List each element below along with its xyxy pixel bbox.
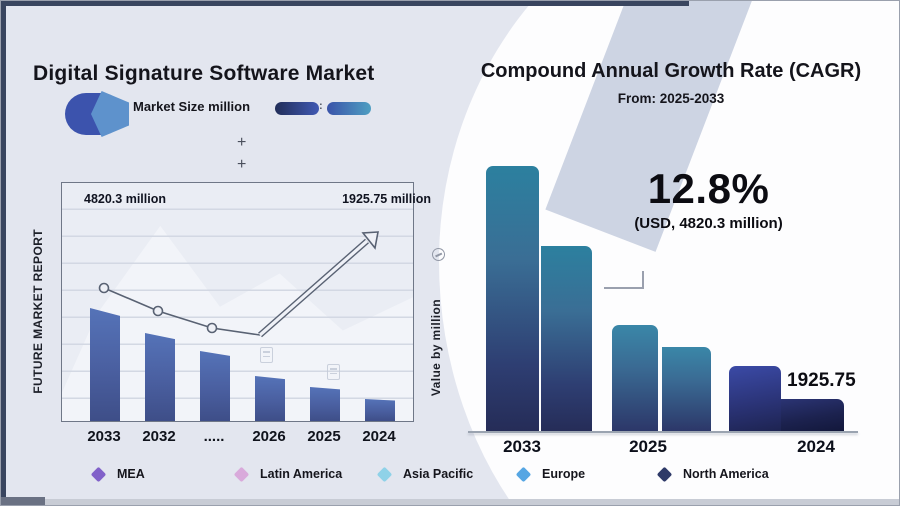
legend-item-north-america: North America: [656, 466, 769, 482]
cagr-title: Compound Annual Growth Rate (CAGR): [480, 60, 862, 82]
frame-left-edge: [1, 1, 6, 502]
legend-label: North America: [683, 467, 769, 481]
document-icon: [327, 364, 340, 380]
legend-diamond-icon: [515, 466, 532, 482]
corner-bracket-decoration: [604, 271, 644, 289]
legend-diamond-icon: [233, 466, 250, 482]
right-bar-2033-a: [486, 166, 539, 432]
legend-label: Latin America: [260, 467, 343, 481]
annotation-4820-million: 4820.3 million: [84, 192, 166, 206]
left-bar-2033: [90, 308, 120, 421]
cagr-percentage: 12.8%: [647, 165, 770, 212]
right-x-label-2025: 2025: [629, 437, 667, 456]
market-size-legend-label: Market Size million: [133, 99, 251, 114]
frame-top-edge: [1, 1, 689, 6]
ratio-separator: :: [319, 100, 323, 112]
legend-item-europe: Europe: [515, 466, 586, 482]
left-x-label-2026: 2026: [252, 428, 286, 445]
ratio-pill-teal: [327, 102, 371, 115]
frame-bottom-corner: [1, 497, 45, 505]
left-x-label-.....: .....: [203, 428, 225, 445]
bar-gap-slit: [539, 246, 541, 372]
legend-label: Asia Pacific: [403, 467, 474, 481]
legend-item-asia-pacific: Asia Pacific: [376, 466, 474, 482]
right-bar-2033-b: [541, 246, 592, 432]
ratio-pill-dark: [275, 102, 319, 115]
left-bar-2024: [365, 399, 395, 421]
market-size-icon: [65, 91, 129, 137]
right-bar-2024-b: [781, 399, 844, 432]
bar-gap-slit: [658, 347, 662, 405]
left-bar-2032: [145, 333, 175, 421]
right-chart-baseline: [468, 431, 858, 433]
left-chart-title: Digital Signature Software Market: [33, 62, 375, 85]
left-bar-2026: [255, 376, 285, 421]
legend-diamond-icon: [90, 466, 107, 482]
right-x-label-2024: 2024: [797, 437, 835, 456]
cagr-value-block: 12.8% (USD, 4820.3 million): [601, 165, 816, 232]
cagr-usd-detail: (USD, 4820.3 million): [634, 215, 783, 232]
left-bar-.....: [200, 351, 230, 421]
plus-mark-icon: +: [237, 134, 247, 151]
region-legend: MEA Latin America Asia Pacific Europe North …: [1, 466, 899, 491]
frame-bottom-edge: [1, 499, 899, 505]
document-icon: [260, 347, 273, 363]
plus-mark-icon: +: [237, 156, 247, 173]
right-x-label-2033: 2033: [503, 437, 541, 456]
right-bar-2025-b: [662, 347, 711, 432]
plot-gridlines: [62, 183, 413, 421]
left-bar-2025: [310, 387, 340, 421]
right-bars-layer: 2033 2025 2024: [461, 161, 861, 456]
y-axis-label: Value by million: [429, 299, 443, 397]
right-bar-2025-a: [612, 325, 658, 432]
annotation-1925-million: 1925.75 million: [342, 192, 431, 206]
left-x-label-2033: 2033: [87, 428, 121, 445]
right-bar-2024-a: [729, 366, 781, 432]
left-x-label-2032: 2032: [142, 428, 176, 445]
legend-item-mea: MEA: [90, 466, 145, 482]
future-market-report-watermark: FUTURE MARKET REPORT: [31, 229, 45, 394]
legend-label: Europe: [542, 467, 586, 481]
cagr-subtitle: From: 2025-2033: [617, 91, 725, 106]
left-chart-plot-area: 4820.3 million 1925.75 million: [61, 182, 431, 422]
annotation-1925: 1925.75: [787, 370, 856, 391]
legend-label: MEA: [117, 467, 145, 481]
legend-diamond-icon: [656, 466, 673, 482]
legend-diamond-icon: [376, 466, 393, 482]
left-x-label-2025: 2025: [307, 428, 341, 445]
trend-line-arrow: [98, 231, 379, 338]
legend-item-latin-america: Latin America: [233, 466, 343, 482]
left-x-label-2024: 2024: [362, 428, 396, 445]
